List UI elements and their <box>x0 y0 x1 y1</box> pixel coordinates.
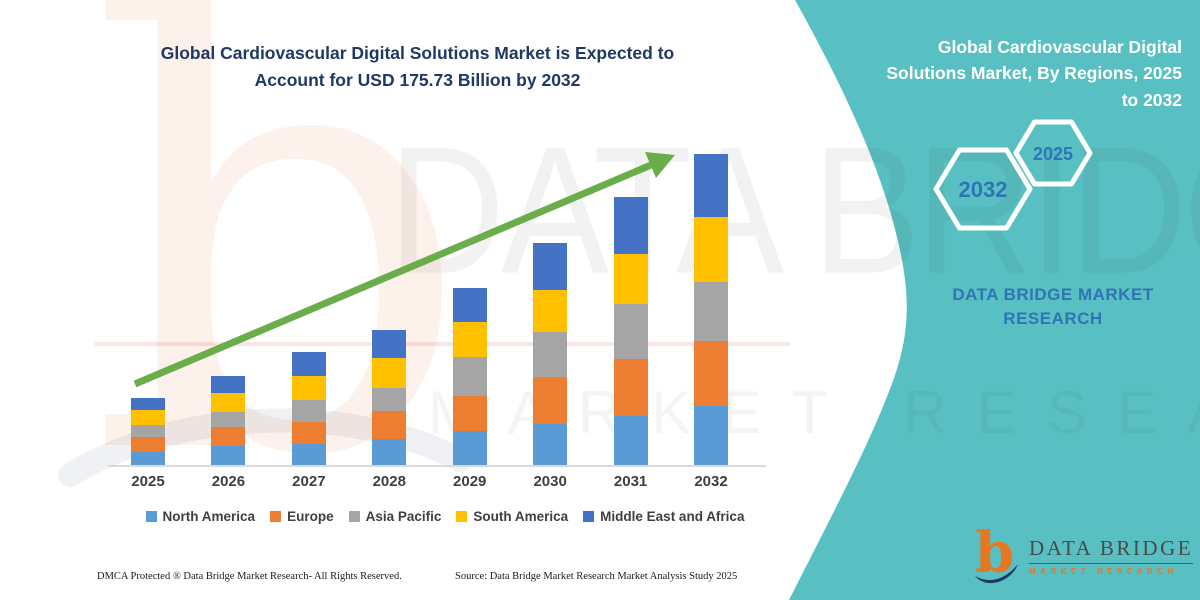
bar-2032-segment-middle-east-and-africa <box>694 154 728 217</box>
trend-arrow-head <box>645 152 675 178</box>
bar-2027-segment-north-america <box>291 443 326 465</box>
bar-2026-segment-south-america <box>211 392 246 413</box>
bar-2030-segment-north-america <box>533 424 568 465</box>
legend-item-north-america: North America <box>145 509 256 524</box>
bar-2027-segment-south-america <box>291 376 326 400</box>
panel-heading: Global Cardiovascular Digital Solutions … <box>886 37 1182 110</box>
bar-2025-segment-europe <box>131 436 165 452</box>
bar-2025-segment-north-america <box>131 451 165 465</box>
legend-item-europe: Europe <box>270 509 334 524</box>
bar-2026-segment-asia-pacific <box>211 412 246 428</box>
legend-swatch-middle-east-and-africa <box>583 511 595 522</box>
bar-2029-segment-north-america <box>452 430 487 465</box>
x-axis-label-2029: 2029 <box>453 473 487 490</box>
legend-label-north-america: North America <box>162 509 256 524</box>
bar-2027-segment-middle-east-and-africa <box>291 351 326 377</box>
page-title: Global Cardiovascular Digital Solutions … <box>160 43 675 91</box>
bar-2030-segment-asia-pacific <box>533 332 568 378</box>
x-axis-label-2027: 2027 <box>292 473 326 490</box>
x-axis-label-2031: 2031 <box>613 473 648 490</box>
bar-2025 <box>131 398 165 465</box>
bar-2028-segment-europe <box>372 410 407 439</box>
bar-2026 <box>211 375 246 465</box>
legend-label-europe: Europe <box>287 509 334 524</box>
x-axis-label-2032: 2032 <box>694 473 728 490</box>
bar-2029-segment-south-america <box>452 322 487 358</box>
legend-swatch-europe <box>270 511 282 522</box>
bar-2032-segment-asia-pacific <box>694 282 728 341</box>
bar-2029-segment-asia-pacific <box>452 357 487 396</box>
bar-chart: 2025 2026 2027 2028 2029 2030 2031 2032 <box>100 140 790 510</box>
legend-label-south-america: South America <box>473 509 569 524</box>
legend-label-middle-east-and-africa: Middle East and Africa <box>600 509 745 524</box>
bar-2029-segment-middle-east-and-africa <box>452 288 487 323</box>
bar-2031-segment-europe <box>613 359 648 416</box>
legend-item-middle-east-and-africa: Middle East and Africa <box>583 509 744 524</box>
logo-b-icon: b <box>975 526 1018 586</box>
bar-2029-segment-europe <box>452 395 487 431</box>
x-axis-line <box>108 465 766 467</box>
bar-2028-segment-asia-pacific <box>372 388 407 411</box>
bar-2025-segment-middle-east-and-africa <box>131 398 165 411</box>
bar-2030-segment-europe <box>533 377 568 425</box>
legend-item-asia-pacific: Asia Pacific <box>348 509 442 524</box>
bar-2026-segment-middle-east-and-africa <box>211 375 246 393</box>
bar-2032-segment-europe <box>694 340 728 406</box>
bar-2032-segment-south-america <box>694 216 728 283</box>
company-logo: b DATA BRIDGE MARKET RESEARCH <box>973 526 1194 586</box>
bar-2029 <box>452 288 487 465</box>
hexagon-2032 <box>933 147 1033 231</box>
bar-2030 <box>533 242 568 465</box>
bar-2032 <box>694 154 728 465</box>
bar-2031-segment-north-america <box>613 415 648 465</box>
x-axis-label-2028: 2028 <box>372 473 406 490</box>
bar-2030-segment-south-america <box>533 290 568 333</box>
bar-2025-segment-south-america <box>131 410 165 426</box>
bar-2028 <box>372 330 407 465</box>
chart-legend: North America Europe Asia Pacific South Ame… <box>100 509 790 524</box>
x-axis-label-2030: 2030 <box>533 473 567 490</box>
legend-label-asia-pacific: Asia Pacific <box>365 509 442 524</box>
footer-source-text: Source: Data Bridge Market Research Mark… <box>455 571 738 582</box>
bar-2031 <box>613 197 648 465</box>
bar-2025-segment-asia-pacific <box>131 425 165 437</box>
bar-2028-segment-south-america <box>372 358 407 389</box>
bar-2026-segment-north-america <box>211 446 246 465</box>
x-axis-label-2025: 2025 <box>131 473 165 490</box>
bar-2028-segment-north-america <box>372 439 407 465</box>
legend-swatch-north-america <box>145 511 157 522</box>
legend-swatch-asia-pacific <box>348 511 360 522</box>
bar-2027-segment-europe <box>291 421 326 444</box>
footer-dmca-text: DMCA Protected ® Data Bridge Market Rese… <box>97 571 402 582</box>
bar-2031-segment-asia-pacific <box>613 303 648 360</box>
bar-2027-segment-asia-pacific <box>291 399 326 422</box>
bar-2027 <box>291 351 326 465</box>
x-axis-label-2026: 2026 <box>211 473 246 490</box>
svg-text:b: b <box>975 526 1014 586</box>
teal-panel-shape <box>789 0 1200 600</box>
bar-2030-segment-middle-east-and-africa <box>533 242 568 291</box>
legend-item-south-america: South America <box>456 509 568 524</box>
bar-2032-segment-north-america <box>694 405 728 465</box>
trend-arrow-line <box>133 161 653 388</box>
hexagon-2025 <box>1013 119 1093 187</box>
logo-name: DATA BRIDGE <box>1029 536 1194 564</box>
bar-2026-segment-europe <box>211 427 246 447</box>
panel-brand-text: DATA BRIDGE MARKET RESEARCH <box>952 285 1154 328</box>
legend-swatch-south-america <box>456 511 468 522</box>
logo-subtitle: MARKET RESEARCH <box>1029 567 1178 576</box>
bar-2031-segment-middle-east-and-africa <box>613 197 648 254</box>
bar-2028-segment-middle-east-and-africa <box>372 330 407 359</box>
logo-text: DATA BRIDGE MARKET RESEARCH <box>1029 536 1194 576</box>
hexagon-2025-label: 2025 <box>1033 144 1073 164</box>
hexagon-2032-label: 2032 <box>959 177 1008 202</box>
bar-2031-segment-south-america <box>613 253 648 304</box>
year-hexagons: 2032 2025 <box>933 119 1093 231</box>
